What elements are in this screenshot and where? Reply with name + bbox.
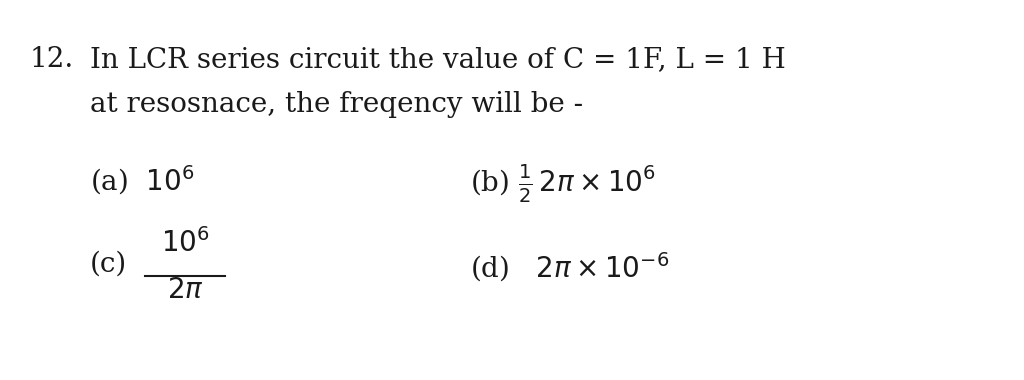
Text: (d)   $2\pi \times 10^{-6}$: (d) $2\pi \times 10^{-6}$ xyxy=(470,251,670,285)
Text: (b) $\frac{1}{2}\, 2\pi \times 10^6$: (b) $\frac{1}{2}\, 2\pi \times 10^6$ xyxy=(470,163,655,206)
Text: at resosnace, the freqency will be -: at resosnace, the freqency will be - xyxy=(90,91,583,118)
Text: In LCR series circuit the value of C = 1F, L = 1 H: In LCR series circuit the value of C = 1… xyxy=(90,46,785,73)
Text: $2\pi$: $2\pi$ xyxy=(167,277,204,304)
Text: (a)  $10^6$: (a) $10^6$ xyxy=(90,163,195,197)
Text: (c): (c) xyxy=(90,251,127,278)
Text: 12.: 12. xyxy=(30,46,75,73)
Text: $10^6$: $10^6$ xyxy=(161,228,209,258)
